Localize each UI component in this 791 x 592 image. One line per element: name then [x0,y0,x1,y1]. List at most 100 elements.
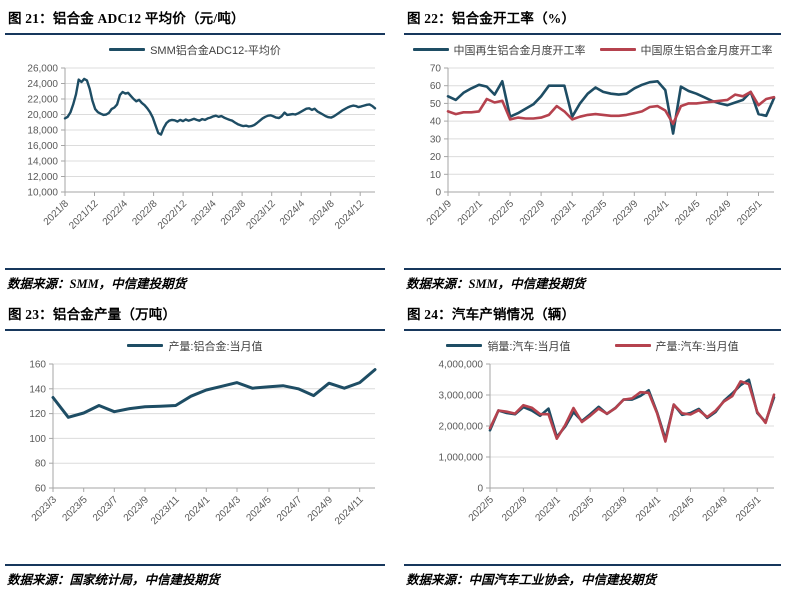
legend-line-swatch [412,48,449,51]
svg-text:2023/3: 2023/3 [30,494,60,524]
svg-text:2021/12: 2021/12 [67,198,101,232]
figure-23-source: 数据来源：国家统计局，中信建投期货 [5,564,385,590]
svg-text:2024/1: 2024/1 [183,494,213,524]
legend-label: 中国再生铝合金月度开工率 [453,44,586,57]
svg-text:2023/7: 2023/7 [91,494,121,524]
figure-24-line-chart: 0 1,000,000 2,000,000 3,000,000 4,000,000 202… [439,360,776,524]
figure-24-source: 数据来源：中国汽车工业协会，中信建投期货 [404,564,781,590]
svg-text:2022/9: 2022/9 [500,494,530,524]
svg-text:2023/5: 2023/5 [567,494,597,524]
svg-text:40: 40 [430,117,442,128]
svg-text:70: 70 [430,64,442,75]
svg-text:26,000: 26,000 [27,64,58,75]
legend-line-swatch [109,48,146,51]
svg-text:18,000: 18,000 [27,126,58,137]
svg-text:100: 100 [29,434,46,445]
svg-text:1,000,000: 1,000,000 [439,453,484,464]
svg-text:0: 0 [435,188,441,199]
svg-text:2024/9: 2024/9 [306,494,336,524]
svg-text:20: 20 [430,152,442,163]
legend-label: 中国原生铝合金月度开工率 [640,44,773,57]
legend-label: 产量:汽车:当月值 [655,340,739,353]
svg-text:2024/11: 2024/11 [333,494,366,527]
svg-text:60: 60 [35,484,47,495]
svg-text:2022/12: 2022/12 [156,198,190,232]
svg-text:140: 140 [29,384,46,395]
legend-item: SMM铝合金ADC12-平均价 [109,42,281,58]
figure-22-legend: 中国再生铝合金月度开工率 中国原生铝合金月度开工率 [404,38,781,61]
legend-line-swatch [446,344,483,347]
figure-21-title: 图 21：铝合金 ADC12 平均价（元/吨） [5,4,385,35]
svg-text:2024/1: 2024/1 [634,494,664,524]
legend-item: 产量:铝合金:当月值 [127,338,263,354]
figure-23-title: 图 23：铝合金产量（万吨） [5,300,385,331]
svg-text:2023/11: 2023/11 [149,494,182,527]
svg-text:2024/3: 2024/3 [214,494,244,524]
svg-text:2025/1: 2025/1 [734,494,764,524]
legend-item: 产量:汽车:当月值 [614,338,739,354]
figure-24-panel: 图 24：汽车产销情况（辆） 销量:汽车:当月值 产量:汽车:当月值 0 1,000… [395,296,791,592]
svg-text:12,000: 12,000 [27,172,58,183]
svg-text:2023/5: 2023/5 [580,198,610,228]
figure-22-panel: 图 22：铝合金开工率（%） 中国再生铝合金月度开工率 中国原生铝合金月度开工率 … [395,0,791,296]
figure-22-source: 数据来源：SMM，中信建投期货 [404,268,781,294]
svg-text:2024/9: 2024/9 [701,494,731,524]
figure-24-title: 图 24：汽车产销情况（辆） [404,300,781,331]
svg-text:2023/5: 2023/5 [60,494,90,524]
svg-text:2024/12: 2024/12 [333,198,367,232]
legend-item: 中国原生铝合金月度开工率 [599,42,773,58]
legend-line-swatch [127,344,164,347]
figure-24-legend: 销量:汽车:当月值 产量:汽车:当月值 [404,334,781,357]
svg-text:60: 60 [430,81,442,92]
figure-21-panel: 图 21：铝合金 ADC12 平均价（元/吨） SMM铝合金ADC12-平均价 … [0,0,395,296]
figure-21-source: 数据来源：SMM，中信建投期货 [5,268,385,294]
legend-label: 产量:铝合金:当月值 [168,340,263,353]
svg-text:2024/5: 2024/5 [667,494,697,524]
svg-text:2024/5: 2024/5 [673,198,703,228]
svg-text:2022/5: 2022/5 [467,494,497,524]
figure-22-title: 图 22：铝合金开工率（%） [404,4,781,35]
svg-text:4,000,000: 4,000,000 [439,360,484,371]
svg-text:2024/4: 2024/4 [278,198,308,228]
legend-line-swatch [599,48,636,51]
figure-21-legend: SMM铝合金ADC12-平均价 [5,38,385,61]
legend-item: 中国再生铝合金月度开工率 [412,42,586,58]
svg-text:120: 120 [29,409,46,420]
figure-23-legend: 产量:铝合金:当月值 [5,334,385,357]
svg-text:24,000: 24,000 [27,79,58,90]
figure-23-panel: 图 23：铝合金产量（万吨） 产量:铝合金:当月值 60 80 100 120 140 1… [0,296,395,592]
svg-text:2022/9: 2022/9 [518,198,548,228]
svg-text:2021/9: 2021/9 [425,198,455,228]
svg-text:30: 30 [430,134,442,145]
svg-text:50: 50 [430,99,442,110]
svg-text:160: 160 [29,360,46,371]
svg-text:2023/9: 2023/9 [122,494,152,524]
svg-text:2024/9: 2024/9 [704,198,734,228]
svg-text:0: 0 [477,484,483,495]
svg-text:2022/1: 2022/1 [456,198,486,228]
svg-text:10: 10 [430,170,442,181]
svg-text:3,000,000: 3,000,000 [439,391,484,402]
svg-text:2023/1: 2023/1 [549,198,579,228]
legend-label: SMM铝合金ADC12-平均价 [150,44,281,57]
svg-text:2,000,000: 2,000,000 [439,422,484,433]
legend-label: 销量:汽车:当月值 [487,340,571,353]
svg-text:10,000: 10,000 [27,188,58,199]
svg-text:2023/9: 2023/9 [611,198,641,228]
svg-text:2022/5: 2022/5 [487,198,517,228]
svg-text:2023/4: 2023/4 [189,198,219,228]
legend-line-swatch [614,344,651,347]
svg-text:2025/1: 2025/1 [735,198,765,228]
svg-text:80: 80 [35,459,47,470]
figure-21-line-chart: 10,000 12,000 14,000 16,000 18,000 20,000 22,0… [27,64,377,232]
svg-text:2024/7: 2024/7 [275,494,305,524]
svg-text:2023/9: 2023/9 [600,494,630,524]
legend-item: 销量:汽车:当月值 [446,338,571,354]
figure-23-line-chart: 60 80 100 120 140 160 2023/3 2023/5 2023/7 2023/9… [29,360,377,527]
svg-text:2023/1: 2023/1 [534,494,564,524]
svg-text:2022/4: 2022/4 [101,198,131,228]
svg-text:14,000: 14,000 [27,157,58,168]
